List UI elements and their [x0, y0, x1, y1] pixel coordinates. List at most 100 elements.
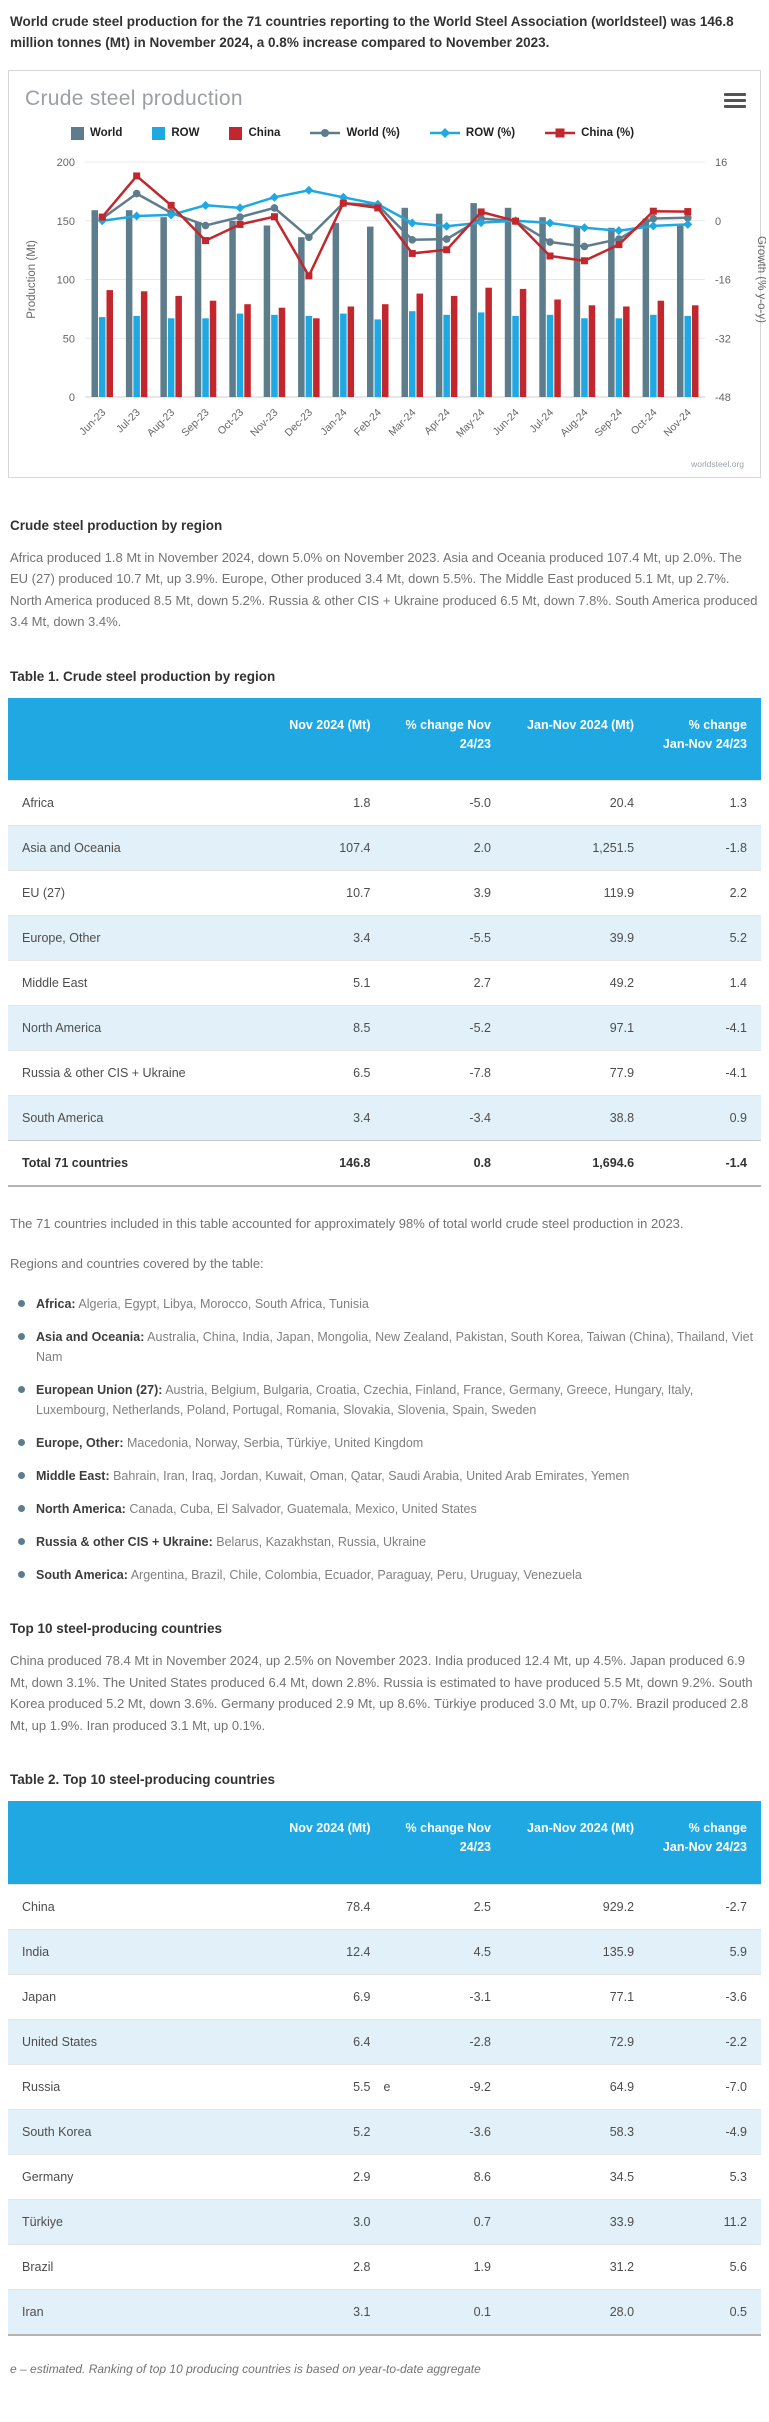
table-row: Iran 3.1 0.1 28.0 0.5 — [8, 2288, 761, 2336]
cell-value: 2.0 — [384, 825, 505, 871]
cell-value: 97.1 — [504, 1005, 649, 1051]
cell-value: -5.5 — [384, 915, 505, 961]
table-row: India 12.4 4.5 135.9 5.9 — [8, 1928, 761, 1975]
legend-swatch-icon — [229, 126, 243, 140]
column-header — [8, 1800, 265, 1885]
cell-value: 107.4 — [264, 825, 385, 871]
svg-text:150: 150 — [57, 216, 75, 228]
legend-label: China — [248, 127, 281, 140]
svg-text:Production (Mt): Production (Mt) — [26, 240, 38, 319]
legend-item-china[interactable]: China — [229, 126, 281, 140]
svg-text:Jul-24: Jul-24 — [527, 406, 556, 435]
table-row: South Korea 5.2 -3.6 58.3 -4.9 — [8, 2108, 761, 2155]
row-label: Africa — [8, 780, 265, 826]
row-label: Total 71 countries — [8, 1140, 265, 1188]
region-name: Asia and Oceania: — [36, 1330, 145, 1345]
svg-text:May-24: May-24 — [454, 406, 487, 439]
cell-value: -2.8 — [384, 2018, 505, 2065]
cell-value: 77.9 — [504, 1050, 649, 1096]
cell-value: 33.9 — [504, 2198, 649, 2245]
region-list-item: Asia and Oceania: Australia, China, Indi… — [10, 1327, 759, 1367]
svg-text:Sep-23: Sep-23 — [179, 406, 212, 439]
cell-value: 6.5 — [264, 1050, 385, 1096]
legend-label: World — [90, 127, 123, 140]
row-label: Iran — [8, 2288, 265, 2336]
column-header: Nov 2024 (Mt) — [264, 1800, 385, 1885]
table-row: EU (27) 10.7 3.9 119.9 2.2 — [8, 870, 761, 916]
legend-label: China (%) — [581, 127, 635, 140]
region-name: South America: — [36, 1568, 128, 1583]
region-paragraph: Africa produced 1.8 Mt in November 2024,… — [10, 549, 758, 630]
svg-text:50: 50 — [63, 333, 75, 345]
row-label: Europe, Other — [8, 915, 265, 961]
cell-value: -3.1 — [384, 1973, 505, 2020]
chart-legend: World ROW China World (%) ROW (%) China (%) — [71, 126, 748, 140]
row-label: Germany — [8, 2153, 265, 2200]
cell-value: 10.7 — [264, 870, 385, 916]
column-header — [8, 697, 265, 781]
cell-value: 11.2 — [648, 2198, 761, 2245]
cell-value: 5.1 — [264, 960, 385, 1006]
cell-value: 135.9 — [504, 1928, 649, 1975]
svg-text:Aug-23: Aug-23 — [145, 406, 178, 439]
svg-text:-32: -32 — [715, 333, 731, 345]
hamburger-icon[interactable] — [722, 87, 748, 114]
cell-value: 0.5 — [648, 2288, 761, 2336]
cell-value: 929.2 — [504, 1883, 649, 1930]
cell-value: -3.6 — [648, 1973, 761, 2020]
region-production-table: Nov 2024 (Mt)% change Nov 24/23 Jan-Nov 2… — [8, 697, 761, 1188]
note-coverage: The 71 countries included in this table … — [10, 1216, 684, 1232]
cell-value: 8.5 — [264, 1005, 385, 1051]
svg-text:Mar-24: Mar-24 — [386, 406, 418, 438]
region-list-item: South America: Argentina, Brazil, Chile,… — [10, 1565, 759, 1585]
cell-value: 2.5 — [384, 1883, 505, 1930]
column-header: Jan-Nov 2024 (Mt) — [504, 1800, 649, 1885]
cell-value: 3.4 — [264, 915, 385, 961]
legend-item-world[interactable]: World — [71, 126, 123, 140]
table-row: North America 8.5 -5.2 97.1 -4.1 — [8, 1005, 761, 1051]
legend-swatch-icon — [71, 126, 84, 140]
svg-text:Jan-24: Jan-24 — [318, 406, 349, 437]
table-row: Russia & other CIS + Ukraine 6.5 -7.8 77.9-… — [8, 1050, 761, 1096]
legend-line-icon — [310, 129, 341, 138]
cell-value: 2.9 — [264, 2153, 385, 2200]
table-row: China 78.4 2.5 929.2 -2.7 — [8, 1883, 761, 1930]
region-name: Europe, Other: — [36, 1436, 124, 1451]
cell-value: 28.0 — [504, 2288, 649, 2336]
region-name: European Union (27): — [36, 1383, 163, 1398]
chart-card: Crude steel production World ROW China Worl… — [8, 69, 767, 478]
cell-value: -2.2 — [648, 2018, 761, 2065]
table-header-row: Nov 2024 (Mt)% change Nov 24/23 Jan-Nov 2… — [8, 1800, 761, 1885]
legend-item-world[interactable]: World (%) — [310, 127, 400, 139]
note-regions-intro: Regions and countries covered by the tab… — [10, 1255, 264, 1271]
legend-item-row[interactable]: ROW — [152, 126, 199, 140]
chart-title: Crude steel production — [25, 86, 243, 110]
legend-item-china[interactable]: China (%) — [545, 127, 634, 139]
cell-value: 3.4 — [264, 1095, 385, 1141]
svg-text:Jun-23: Jun-23 — [77, 406, 108, 437]
legend-swatch-icon — [152, 126, 166, 140]
cell-value: 5.6 — [648, 2243, 761, 2290]
legend-item-row[interactable]: ROW (%) — [429, 127, 515, 139]
table-row: Asia and Oceania 107.4 2.0 1,251.5 -1.8 — [8, 825, 761, 871]
svg-text:0: 0 — [715, 216, 721, 228]
cell-value: 1.9 — [384, 2243, 505, 2290]
table-row: Türkiye 3.0 0.7 33.9 11.2 — [8, 2198, 761, 2245]
table1-title: Table 1. Crude steel production by regio… — [10, 668, 276, 684]
row-label: Brazil — [8, 2243, 265, 2290]
top10-paragraph: China produced 78.4 Mt in November 2024,… — [10, 1653, 753, 1733]
cell-value: 5.9 — [648, 1928, 761, 1975]
cell-value: 3.9 — [384, 870, 505, 916]
cell-value: 5.2 — [648, 915, 761, 961]
svg-text:200: 200 — [57, 157, 75, 169]
svg-text:-16: -16 — [715, 274, 731, 286]
region-name: North America: — [36, 1502, 126, 1517]
column-header: % change Nov 24/23 — [384, 697, 505, 781]
table-row: Europe, Other 3.4 -5.5 39.9 5.2 — [8, 915, 761, 961]
cell-value: 77.1 — [504, 1973, 649, 2020]
column-header: Jan-Nov 2024 (Mt) — [504, 697, 649, 781]
intro-paragraph: World crude steel production for the 71 … — [10, 14, 734, 50]
cell-value: -9.2 — [384, 2063, 505, 2110]
footnote: e – estimated. Ranking of top 10 produci… — [10, 2361, 481, 2376]
